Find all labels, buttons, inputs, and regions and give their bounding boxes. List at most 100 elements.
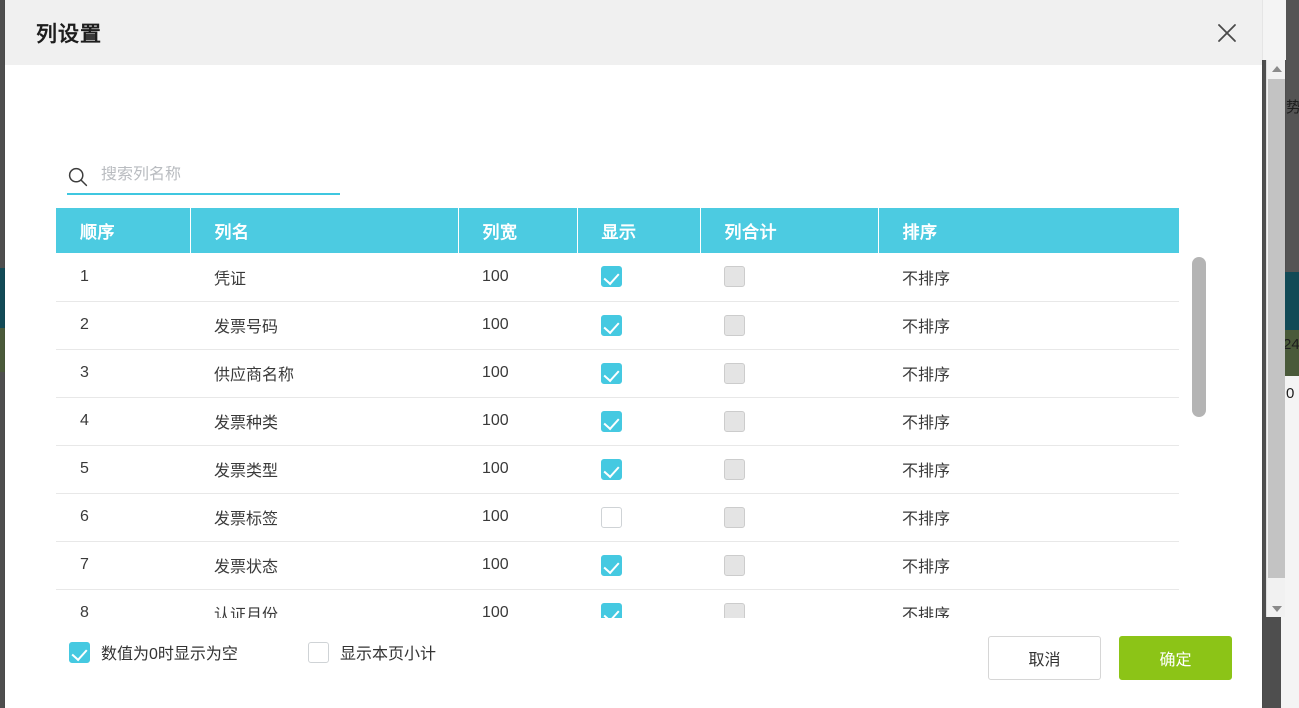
cell-order: 8 (56, 589, 190, 618)
cell-column-width[interactable]: 100 (458, 445, 577, 494)
scroll-down-arrow-icon[interactable] (1267, 600, 1286, 617)
cell-show (577, 349, 700, 398)
cell-order: 2 (56, 301, 190, 350)
cell-sort[interactable]: 不排序 (878, 301, 1179, 350)
checkbox-page-subtotal-label: 显示本页小计 (340, 646, 437, 663)
checkbox-show[interactable] (601, 410, 622, 432)
cell-show (577, 253, 700, 302)
table-row: 1 凭证 100 不排序 (56, 253, 1179, 302)
dialog-title: 列设置 (36, 22, 102, 46)
background-patch-olive-left (0, 328, 6, 372)
checkbox-column-total (724, 602, 745, 618)
dialog-footer: 数值为0时显示为空 显示本页小计 取消 确定 (5, 618, 1262, 708)
cancel-button[interactable]: 取消 (988, 636, 1101, 680)
cell-column-width[interactable]: 100 (458, 253, 577, 302)
table-row: 8 认证月份 100 不排序 (56, 589, 1179, 618)
browser-scrollbar-thumb[interactable] (1268, 79, 1285, 578)
cell-show (577, 301, 700, 350)
column-settings-dialog: 列设置 (5, 0, 1262, 708)
background-patch-teal-left (0, 268, 6, 328)
column-header-total[interactable]: 列合计 (700, 208, 879, 253)
cell-sort[interactable]: 不排序 (878, 349, 1179, 398)
cell-column-name: 发票状态 (190, 541, 458, 590)
column-header-order[interactable]: 顺序 (56, 208, 191, 253)
cell-column-name: 发票号码 (190, 301, 458, 350)
cell-sort[interactable]: 不排序 (878, 541, 1179, 590)
checkbox-show[interactable] (601, 362, 622, 384)
cell-show (577, 589, 700, 618)
table-row: 2 发票号码 100 不排序 (56, 301, 1179, 350)
dialog-header: 列设置 (5, 0, 1262, 65)
cell-column-width[interactable]: 100 (458, 397, 577, 446)
confirm-button[interactable]: 确定 (1119, 636, 1232, 680)
checkbox-zero-as-blank[interactable]: 数值为0时显示为空 (69, 640, 238, 664)
checkbox-column-total (724, 314, 745, 336)
cell-column-width[interactable]: 100 (458, 541, 577, 590)
background-patch-olive (1281, 330, 1299, 376)
checkbox-show[interactable] (601, 506, 622, 528)
cell-column-total (700, 589, 878, 618)
browser-scrollbar[interactable] (1266, 60, 1285, 617)
cell-column-total (700, 445, 878, 494)
checkbox-page-subtotal[interactable]: 显示本页小计 (308, 640, 436, 664)
dialog-scrollbar-thumb[interactable] (1192, 257, 1206, 417)
cell-sort[interactable]: 不排序 (878, 253, 1179, 302)
background-text-fragment: 24 (1283, 336, 1299, 353)
table-row: 3 供应商名称 100 不排序 (56, 349, 1179, 398)
checkbox-column-total (724, 266, 745, 288)
table-row: 6 发票标签 100 不排序 (56, 493, 1179, 542)
cell-sort[interactable]: 不排序 (878, 445, 1179, 494)
close-icon[interactable] (1208, 14, 1246, 52)
cell-column-name: 发票类型 (190, 445, 458, 494)
checkbox-column-total (724, 410, 745, 432)
cell-show (577, 541, 700, 590)
checkbox-show[interactable] (601, 554, 622, 576)
cell-column-name: 发票种类 (190, 397, 458, 446)
background-text-fragment: 势 (1286, 99, 1299, 116)
cell-column-width[interactable]: 100 (458, 589, 577, 618)
checkbox-show[interactable] (601, 602, 622, 618)
column-header-sort[interactable]: 排序 (878, 208, 1179, 253)
checkbox-show[interactable] (601, 314, 622, 336)
cell-show (577, 493, 700, 542)
cell-column-width[interactable]: 100 (458, 493, 577, 542)
cell-column-width[interactable]: 100 (458, 349, 577, 398)
cell-order: 7 (56, 541, 190, 590)
cell-column-total (700, 349, 878, 398)
checkbox-zero-as-blank-label: 数值为0时显示为空 (101, 646, 238, 663)
column-header-name[interactable]: 列名 (190, 208, 459, 253)
checkbox-show[interactable] (601, 458, 622, 480)
background-patch-teal (1281, 272, 1299, 330)
column-header-width[interactable]: 列宽 (458, 208, 578, 253)
search-box[interactable] (67, 161, 340, 195)
cell-column-total (700, 541, 878, 590)
column-header-show[interactable]: 显示 (577, 208, 701, 253)
cell-order: 4 (56, 397, 190, 446)
background-text-fragment: 0 (1286, 385, 1295, 402)
cell-order: 6 (56, 493, 190, 542)
scroll-up-arrow-icon[interactable] (1267, 60, 1286, 77)
cell-sort[interactable]: 不排序 (878, 493, 1179, 542)
cell-column-total (700, 493, 878, 542)
table-row: 4 发票种类 100 不排序 (56, 397, 1179, 446)
cell-sort[interactable]: 不排序 (878, 397, 1179, 446)
cell-column-total (700, 253, 878, 302)
checkbox-column-total (724, 506, 745, 528)
cell-column-width[interactable]: 100 (458, 301, 577, 350)
checkbox-column-total (724, 458, 745, 480)
table-row: 5 发票类型 100 不排序 (56, 445, 1179, 494)
table-row: 7 发票状态 100 不排序 (56, 541, 1179, 590)
background-patch-bottom (1281, 376, 1299, 708)
dialog-scrollbar-track[interactable] (1192, 135, 1206, 615)
cell-order: 1 (56, 253, 190, 302)
cell-show (577, 397, 700, 446)
checkbox-page-subtotal-box[interactable] (308, 641, 329, 663)
table-body: 1 凭证 100 不排序 2 发票号码 100 不排序 3 供应商名称 100 不排序 4 发票种类 100… (56, 253, 1179, 618)
search-input[interactable] (101, 166, 340, 188)
checkbox-zero-as-blank-box[interactable] (69, 641, 90, 663)
checkbox-column-total (724, 362, 745, 384)
checkbox-show[interactable] (601, 266, 622, 288)
table-header-row: 顺序 列名 列宽 显示 列合计 排序 (56, 208, 1179, 253)
cell-sort[interactable]: 不排序 (878, 589, 1179, 618)
